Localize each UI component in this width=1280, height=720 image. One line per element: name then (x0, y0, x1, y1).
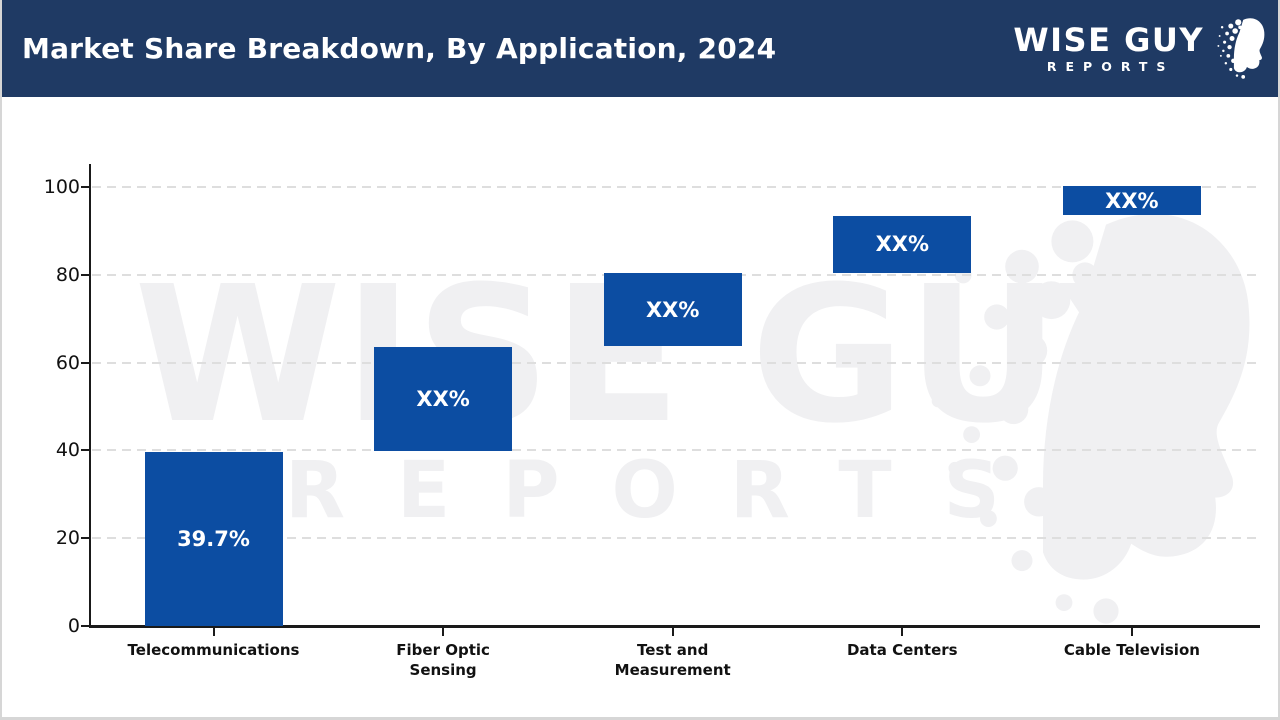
x-category-label: Cable Television (1063, 641, 1200, 659)
gridline (92, 185, 1258, 188)
gridline (92, 537, 1258, 540)
brand-logo: WISE GUY REPORTS (1013, 10, 1268, 88)
x-tick-mark (901, 628, 904, 636)
x-tick-mark (671, 628, 674, 636)
logo-wordmark: WISE GUY (1013, 20, 1204, 59)
bar: XX% (374, 346, 513, 451)
y-tick-mark (81, 537, 89, 540)
bar-value-label: XX% (875, 232, 930, 257)
header: Market Share Breakdown, By Application, … (2, 0, 1278, 97)
y-tick-label: 0 (67, 615, 80, 637)
page-title: Market Share Breakdown, By Application, … (22, 32, 777, 65)
x-category-label: Telecommunications (127, 641, 300, 659)
y-tick-mark (81, 273, 89, 276)
y-axis-line (89, 164, 91, 627)
y-tick-label: 20 (55, 527, 80, 550)
bar: XX% (1062, 186, 1201, 216)
x-category-label: Fiber Optic Sensing (396, 641, 490, 680)
logo-face-icon (1217, 17, 1265, 79)
y-tick-mark (81, 185, 89, 188)
y-tick-mark (81, 625, 89, 627)
y-tick-label: 40 (55, 439, 80, 462)
x-tick-mark (212, 628, 215, 636)
y-tick-label: 80 (55, 263, 80, 286)
bar: XX% (603, 273, 742, 347)
y-tick-label: 100 (43, 175, 80, 198)
bar: XX% (833, 216, 972, 273)
x-tick-mark (442, 628, 445, 636)
x-tick-mark (1130, 628, 1133, 636)
logo-subtext: REPORTS (1046, 58, 1175, 74)
logo-text: WISE GUY REPORTS (1013, 24, 1204, 74)
bar-value-label: XX% (645, 297, 700, 322)
bar-value-label: XX% (1105, 188, 1159, 213)
y-tick-mark (81, 449, 89, 452)
x-axis-line (89, 625, 1260, 628)
x-category-label: Data Centers (846, 641, 958, 659)
gridline (92, 449, 1258, 452)
gridline (92, 361, 1258, 364)
y-tick-label: 60 (55, 351, 80, 374)
y-tick-mark (81, 361, 89, 364)
waterfall-chart: 0 20 40 60 80 100 39.7% Telecommunications XX% Fi… (2, 97, 1278, 717)
bar-value-label: XX% (416, 386, 470, 411)
watermark-face-icon (931, 213, 1250, 624)
bar: 39.7% (144, 451, 283, 626)
x-category-label: Test and Measurement (614, 641, 731, 680)
watermark-text-secondary: REPORTS (285, 446, 1052, 536)
bar-value-label: 39.7% (177, 526, 250, 551)
